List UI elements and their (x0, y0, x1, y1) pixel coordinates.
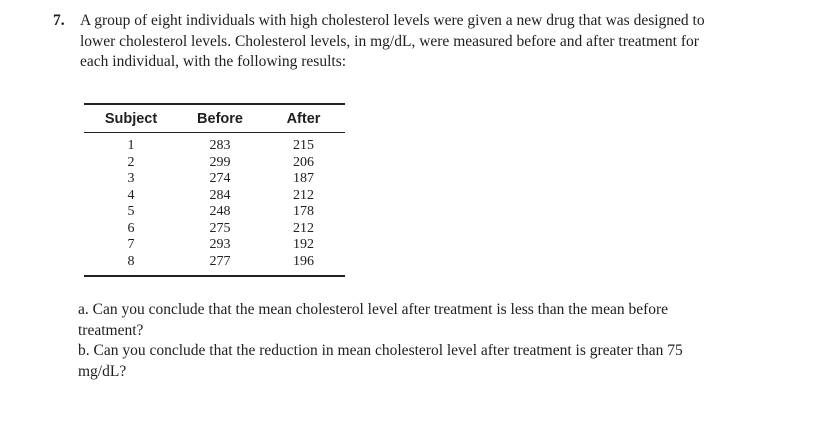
column-header-subject: Subject (104, 111, 158, 127)
table-row: 2 299 206 (84, 155, 345, 172)
table-row: 1 283 215 (84, 138, 345, 155)
cell-before: 293 (209, 237, 231, 252)
cell-before: 283 (209, 138, 231, 153)
table-row: 7 293 192 (84, 237, 345, 254)
questions-block: a. Can you conclude that the mean choles… (78, 300, 782, 382)
question-b: b. Can you conclude that the reduction i… (78, 342, 683, 380)
cell-subject: 2 (127, 154, 135, 170)
cell-subject: 5 (127, 204, 135, 219)
cholesterol-table: Subject Before After 1 283 215 2 299 206… (84, 103, 345, 277)
cell-before: 299 (209, 154, 231, 170)
cell-subject: 1 (127, 138, 135, 153)
cell-before: 277 (209, 253, 231, 269)
cell-after: 206 (293, 154, 314, 170)
table-row: 6 275 212 (84, 221, 345, 238)
cell-before: 248 (209, 204, 231, 219)
cell-subject: 3 (127, 171, 135, 186)
problem-intro-text: A group of eight individuals with high c… (80, 12, 705, 71)
problem-statement: 7. A group of eight individuals with hig… (53, 11, 771, 73)
table-row: 5 248 178 (84, 204, 345, 221)
column-header-before: Before (197, 111, 243, 127)
cell-after: 212 (293, 220, 314, 236)
cell-subject: 4 (127, 187, 135, 203)
table-row: 3 274 187 (84, 171, 345, 188)
question-a: a. Can you conclude that the mean choles… (78, 301, 669, 339)
cell-subject: 8 (127, 253, 135, 269)
cell-after: 178 (293, 204, 314, 219)
cell-before: 275 (209, 220, 231, 236)
cell-after: 215 (293, 138, 314, 153)
cell-subject: 7 (127, 237, 135, 252)
table-row: 8 277 196 (84, 254, 345, 271)
column-header-after: After (286, 111, 321, 127)
cell-before: 274 (209, 171, 231, 186)
cell-after: 196 (293, 253, 314, 269)
table-header-row: Subject Before After (84, 105, 345, 133)
cell-subject: 6 (127, 220, 135, 236)
problem-number: 7. (53, 12, 65, 29)
table-body: 1 283 215 2 299 206 3 274 187 4 284 212 … (84, 133, 345, 275)
table-row: 4 284 212 (84, 188, 345, 205)
cell-after: 187 (293, 171, 314, 186)
cell-after: 212 (293, 187, 314, 203)
cell-after: 192 (293, 237, 314, 252)
cell-before: 284 (209, 187, 231, 203)
